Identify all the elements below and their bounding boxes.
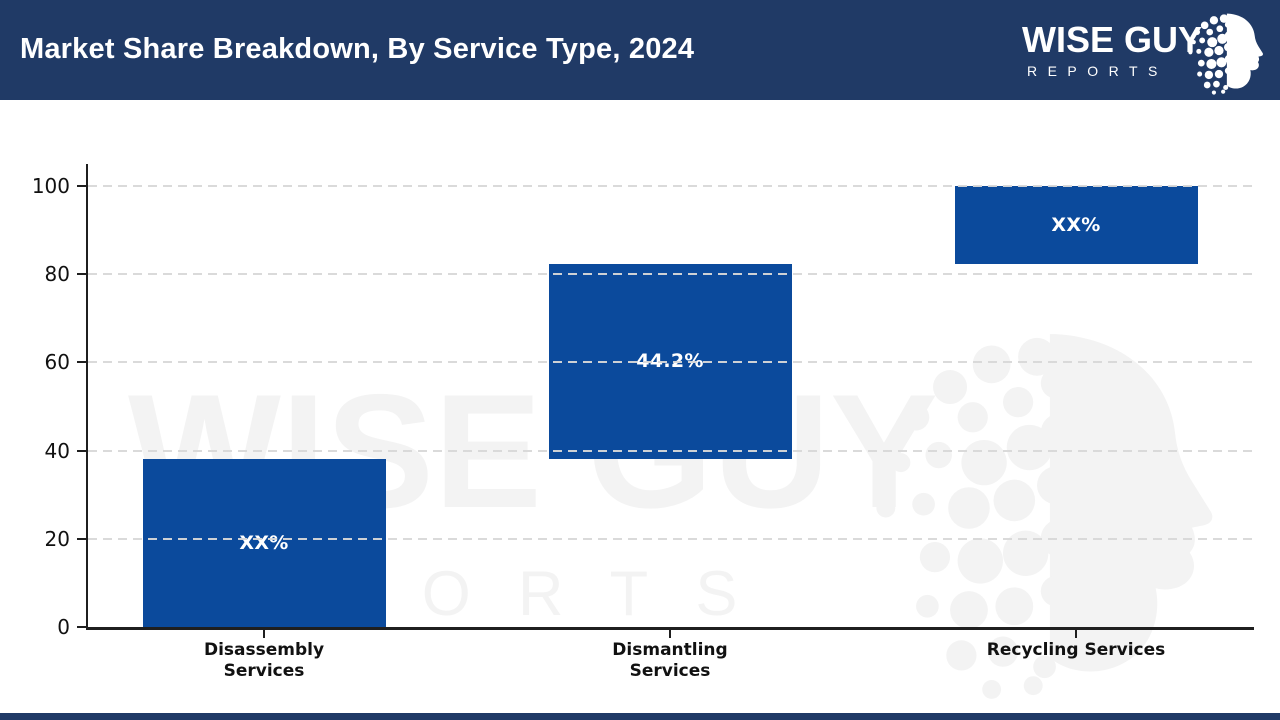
y-tick-label: 20	[44, 526, 70, 551]
gridline-20	[88, 537, 1253, 540]
y-tick-label: 100	[31, 174, 70, 198]
chart-area: WISE GUY REPORTS 0 20	[0, 100, 1280, 713]
y-axis-tick	[77, 273, 86, 276]
x-tick-label: Recycling Services	[986, 640, 1166, 660]
bar-value-label: XX%	[239, 531, 289, 554]
gridline-80	[88, 273, 1253, 276]
logo-subtitle: REPORTS	[1026, 63, 1168, 79]
y-axis-tick	[77, 185, 86, 187]
y-axis-line	[86, 164, 88, 629]
bar-1: XX%	[142, 458, 386, 627]
header-bar: Market Share Breakdown, By Service Type,…	[0, 0, 1280, 100]
x-axis-tick	[263, 630, 265, 638]
wise-guy-logo: WISE GUY REPORTS	[1021, 13, 1266, 102]
y-tick-label: 0	[57, 615, 70, 639]
footer-bar	[0, 713, 1280, 720]
y-tick-label: 40	[44, 438, 70, 463]
x-axis-line	[86, 627, 1254, 630]
y-axis-tick	[77, 361, 86, 364]
plot-area: 0 20 40 60 80 100 XX% 44.2% XX% Disassembly Servi…	[0, 100, 1280, 713]
x-tick-label: Dismantling Services	[612, 640, 728, 682]
bar-2: 44.2%	[548, 263, 792, 459]
x-tick-label: Disassembly Services	[203, 640, 325, 682]
page-title: Market Share Breakdown, By Service Type,…	[20, 33, 695, 65]
dotted-head-icon	[1188, 13, 1263, 95]
y-axis-tick	[77, 449, 86, 452]
bar-3: XX%	[954, 186, 1198, 264]
y-axis-tick	[77, 626, 86, 628]
x-axis-tick	[669, 630, 671, 638]
bar-value-label: 44.2%	[636, 350, 704, 373]
gridline-60	[88, 361, 1253, 364]
gridline-40	[88, 449, 1253, 452]
y-tick-label: 60	[44, 350, 70, 375]
x-axis-tick	[1075, 630, 1077, 638]
y-axis-tick	[77, 537, 86, 540]
y-tick-label: 80	[44, 262, 70, 287]
logo-wordmark: WISE GUY	[1021, 19, 1202, 60]
gridline-100	[88, 185, 1253, 187]
bar-value-label: XX%	[1051, 213, 1101, 236]
